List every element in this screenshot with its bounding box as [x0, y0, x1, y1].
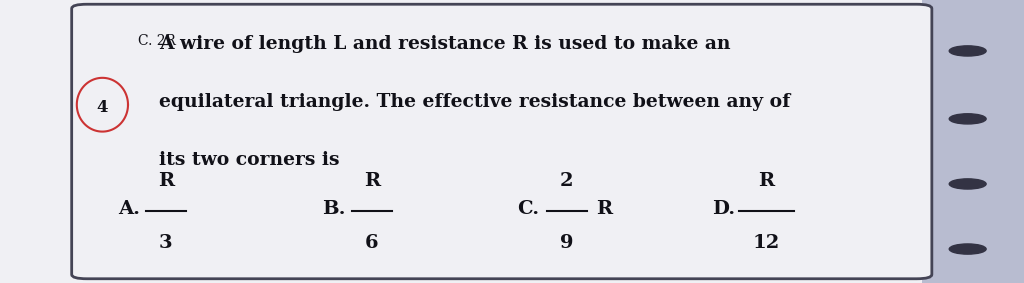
Text: 12: 12 [753, 234, 779, 252]
Text: 6: 6 [365, 234, 379, 252]
Text: R: R [596, 200, 612, 218]
Circle shape [949, 46, 986, 56]
FancyBboxPatch shape [72, 4, 932, 279]
Text: A.: A. [118, 200, 139, 218]
Text: R: R [758, 172, 774, 190]
Text: its two corners is: its two corners is [159, 151, 339, 170]
Text: R: R [158, 172, 174, 190]
Text: C.: C. [517, 200, 540, 218]
Text: 9: 9 [559, 234, 573, 252]
Text: C. 2R: C. 2R [138, 34, 176, 48]
Text: A wire of length L and resistance R is used to make an: A wire of length L and resistance R is u… [159, 35, 730, 53]
Text: R: R [364, 172, 380, 190]
Circle shape [949, 244, 986, 254]
Circle shape [949, 179, 986, 189]
Text: B.: B. [323, 200, 346, 218]
FancyBboxPatch shape [0, 0, 922, 283]
Text: 2: 2 [559, 172, 573, 190]
Circle shape [949, 114, 986, 124]
Text: D.: D. [712, 200, 735, 218]
Text: equilateral triangle. The effective resistance between any of: equilateral triangle. The effective resi… [159, 93, 790, 112]
Text: 3: 3 [159, 234, 173, 252]
Text: 4: 4 [96, 99, 109, 116]
FancyBboxPatch shape [901, 0, 1024, 283]
